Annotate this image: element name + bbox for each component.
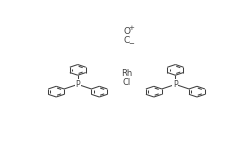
Text: C: C <box>124 36 130 45</box>
Text: P: P <box>173 80 178 89</box>
Text: O: O <box>123 27 130 36</box>
Text: Cl: Cl <box>123 78 131 87</box>
Text: P: P <box>76 80 80 89</box>
Text: +: + <box>128 25 134 31</box>
Text: Rh: Rh <box>121 69 132 78</box>
Text: −: − <box>128 41 134 47</box>
